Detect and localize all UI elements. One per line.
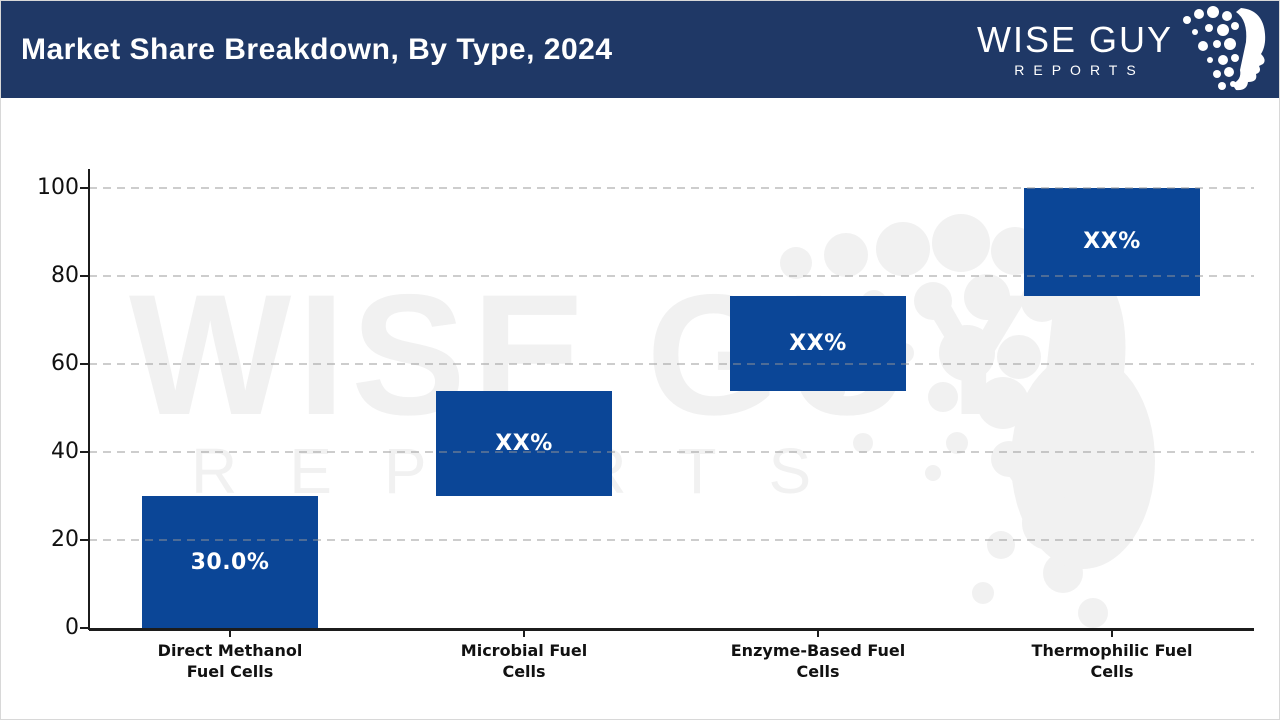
x-category-label: Enzyme-Based Fuel Cells xyxy=(730,641,906,681)
x-tick xyxy=(817,631,819,637)
x-category-label: Direct Methanol Fuel Cells xyxy=(157,641,303,681)
grid-line xyxy=(89,451,1254,453)
page-title: Market Share Breakdown, By Type, 2024 xyxy=(21,32,613,66)
brand-name: WISE GUY xyxy=(976,18,1173,60)
grid-line xyxy=(89,275,1254,277)
bar-value-label: XX% xyxy=(495,431,553,457)
y-tick xyxy=(80,627,88,629)
y-tick xyxy=(80,275,88,277)
y-axis-spine xyxy=(88,169,90,630)
bar: XX% xyxy=(1024,188,1200,296)
header-bar: Market Share Breakdown, By Type, 2024 WI… xyxy=(1,1,1279,98)
brand-subname: REPORTS xyxy=(1014,61,1145,78)
bar: 30.0% xyxy=(142,496,318,628)
grid-line xyxy=(89,187,1254,189)
y-tick-label: 20 xyxy=(51,527,79,552)
x-tick xyxy=(1111,631,1113,637)
x-category-label: Thermophilic Fuel Cells xyxy=(1031,641,1193,681)
brand-logo: WISE GUY REPORTS xyxy=(977,4,1271,96)
bar: XX% xyxy=(730,295,906,392)
y-tick-label: 40 xyxy=(51,439,79,464)
bar: XX% xyxy=(436,391,612,496)
y-tick xyxy=(80,187,88,189)
bar-value-label: XX% xyxy=(789,331,847,357)
y-tick-label: 60 xyxy=(51,351,79,376)
y-tick xyxy=(80,451,88,453)
x-tick xyxy=(523,631,525,637)
bar-value-label: XX% xyxy=(1083,229,1141,255)
y-tick xyxy=(80,363,88,365)
y-tick-label: 100 xyxy=(37,175,79,200)
bar-value-label: 30.0% xyxy=(190,549,270,575)
y-tick-label: 0 xyxy=(65,615,79,640)
brand-wordmark: WISE GUY REPORTS xyxy=(976,18,1173,78)
y-tick xyxy=(80,539,88,541)
x-category-label: Microbial Fuel Cells xyxy=(460,641,588,681)
y-tick-label: 80 xyxy=(51,263,79,288)
x-tick xyxy=(229,631,231,637)
x-axis-spine xyxy=(89,628,1254,631)
grid-line xyxy=(89,363,1254,365)
dotted-head-icon xyxy=(1183,5,1266,90)
grid-line xyxy=(89,539,1254,541)
